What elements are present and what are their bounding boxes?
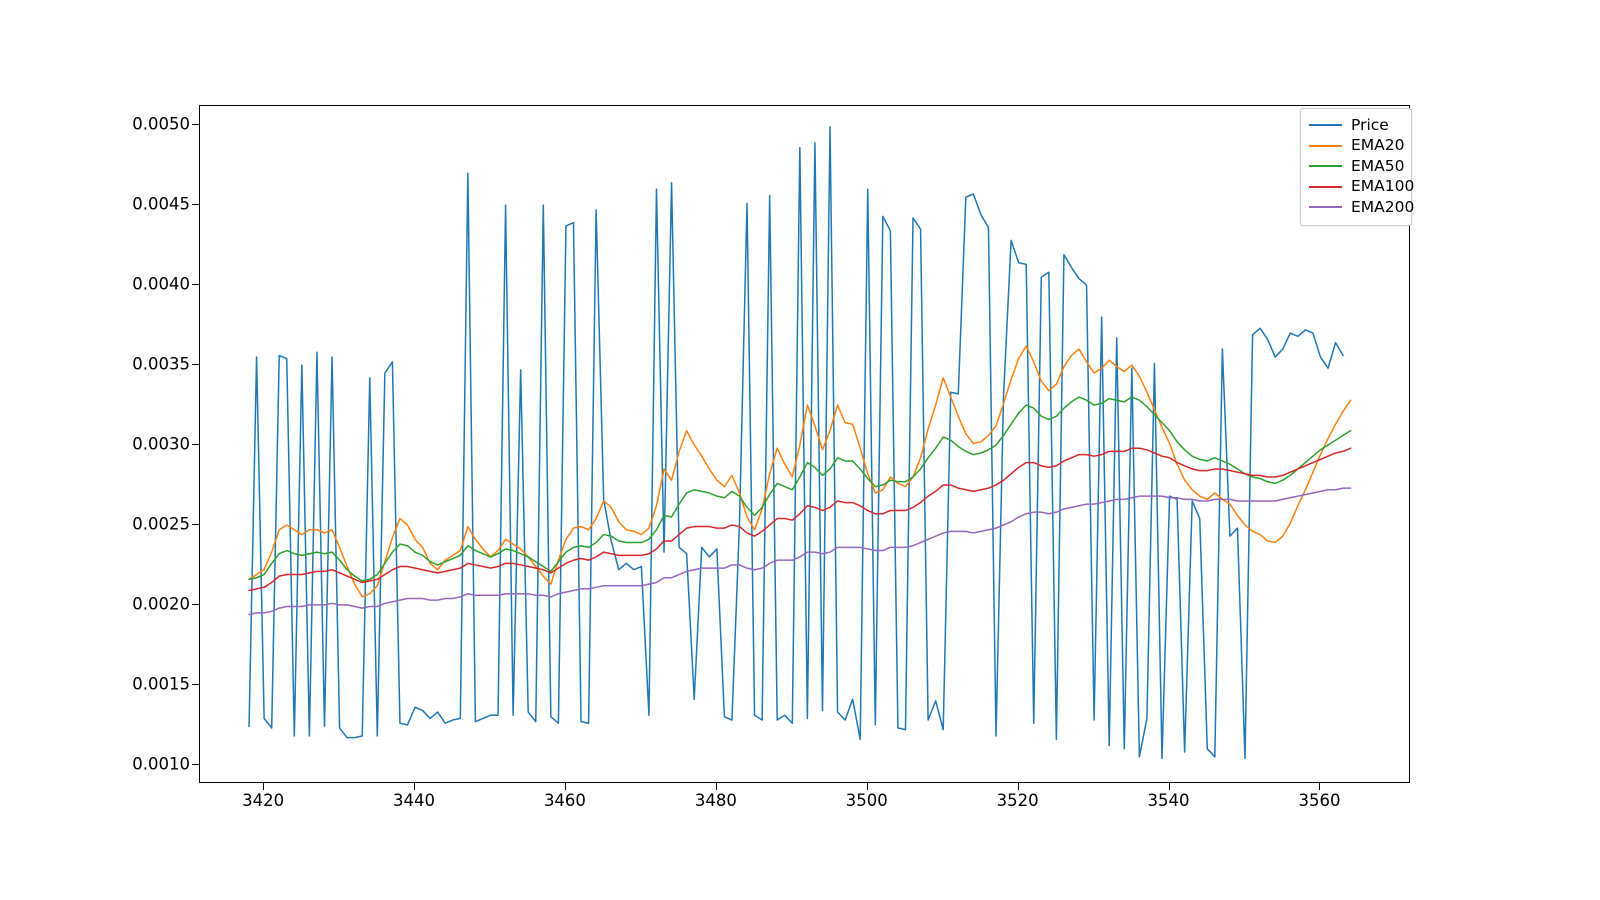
legend-item-price[interactable]: Price (1309, 115, 1403, 136)
chart-legend: Price EMA20 EMA50 EMA100 EMA200 (1300, 108, 1414, 226)
legend-label: EMA20 (1351, 136, 1405, 154)
legend-item-ema50[interactable]: EMA50 (1309, 156, 1405, 177)
legend-label: EMA200 (1351, 197, 1415, 216)
x-tick-label: 3480 (694, 791, 737, 810)
x-tick-label: 3520 (996, 791, 1039, 810)
series-line-ema200 (248, 487, 1352, 616)
y-tick-mark (192, 364, 199, 366)
y-tick-mark (192, 204, 199, 206)
x-tick-mark (1017, 783, 1019, 790)
y-tick-mark (192, 284, 199, 286)
y-tick-mark (192, 523, 199, 525)
legend-swatch-ema20 (1309, 144, 1342, 147)
y-tick-mark (192, 124, 199, 126)
legend-swatch-ema200 (1309, 206, 1342, 209)
y-tick-label: 0.0025 (132, 514, 190, 534)
legend-label: Price (1351, 115, 1389, 134)
y-tick-label: 0.0030 (132, 434, 190, 454)
x-tick-label: 3560 (1298, 791, 1341, 810)
y-tick-label: 0.0010 (132, 754, 190, 774)
x-tick-label: 3500 (845, 791, 888, 810)
legend-item-ema100[interactable]: EMA100 (1309, 177, 1414, 198)
series-line-ema20 (248, 345, 1352, 598)
x-tick-mark (564, 783, 566, 790)
y-axis-tick-labels: 0.0010 0.0015 0.0020 0.0025 0.0030 0.0035 0.00… (90, 0, 190, 900)
y-tick-mark (192, 603, 199, 605)
x-tick-mark (1319, 783, 1321, 790)
legend-label: EMA100 (1351, 177, 1415, 195)
x-tick-label: 3420 (242, 791, 285, 810)
series-line-ema50 (248, 396, 1352, 582)
plot-area (199, 105, 1410, 783)
x-tick-mark (715, 783, 717, 790)
series-canvas (248, 126, 1352, 760)
legend-swatch-price (1309, 124, 1342, 127)
x-tick-label: 3540 (1147, 791, 1190, 810)
legend-label: EMA50 (1351, 156, 1405, 175)
series-line-price (248, 126, 1344, 760)
legend-item-ema20[interactable]: EMA20 (1309, 136, 1405, 157)
legend-item-ema200[interactable]: EMA200 (1309, 197, 1414, 218)
y-tick-mark (192, 683, 199, 685)
x-tick-mark (1168, 783, 1170, 790)
y-tick-mark (192, 763, 199, 765)
y-tick-mark (192, 444, 199, 445)
x-tick-mark (414, 783, 416, 790)
x-tick-label: 3440 (393, 791, 436, 810)
y-tick-label: 0.0045 (132, 194, 190, 214)
x-tick-mark (866, 783, 868, 790)
y-tick-label: 0.0035 (132, 354, 190, 374)
y-tick-label: 0.0015 (132, 674, 190, 694)
y-tick-label: 0.0040 (132, 274, 190, 294)
y-tick-label: 0.0050 (132, 114, 190, 134)
legend-swatch-ema100 (1309, 185, 1342, 188)
x-tick-label: 3460 (543, 791, 586, 810)
x-axis-tick-labels: 3420 3440 3460 3480 3500 3520 3540 3560 (0, 791, 1600, 821)
series-line-ema100 (248, 447, 1352, 592)
x-tick-mark (263, 783, 265, 790)
legend-swatch-ema50 (1309, 165, 1342, 168)
y-tick-label: 0.0020 (132, 594, 190, 614)
